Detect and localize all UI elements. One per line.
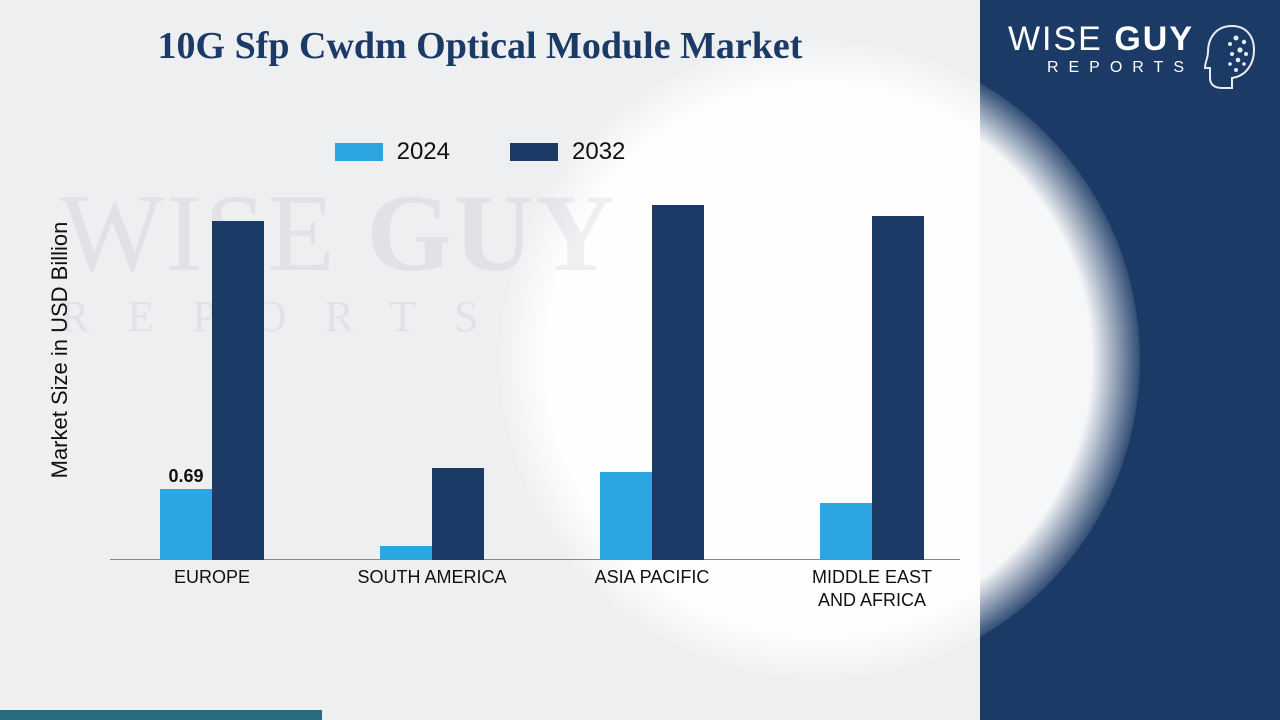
category-label: ASIA PACIFIC — [572, 560, 732, 589]
bar-2032 — [212, 221, 264, 560]
legend-item-2024: 2024 — [335, 138, 450, 166]
logo-text-2: GUY — [1114, 20, 1194, 58]
chart-canvas: WISE GUY REPORTS WISE GUY REPORTS 10G Sf… — [0, 0, 1280, 720]
bar-2024 — [820, 503, 872, 560]
bar-2032 — [432, 468, 484, 561]
brain-head-icon — [1202, 24, 1258, 92]
legend-swatch-2024 — [335, 143, 383, 161]
bar-chart-plot: 0.69EUROPE SOUTH AMERICA ASIA PACIFIC MIDDL… — [110, 190, 960, 560]
legend-item-2032: 2032 — [510, 138, 625, 166]
bar-group: SOUTH AMERICA — [380, 468, 484, 561]
bottom-accent-rule — [0, 710, 322, 720]
bar-2032 — [652, 205, 704, 560]
bar-group: ASIA PACIFIC — [600, 205, 704, 560]
y-axis-label: Market Size in USD Billion — [47, 222, 73, 479]
bar-value-label: 0.69 — [168, 466, 203, 489]
bar-2024 — [600, 472, 652, 560]
logo-text-1: WISE — [1008, 20, 1103, 58]
logo-subtext: REPORTS — [1008, 60, 1194, 76]
legend-swatch-2032 — [510, 143, 558, 161]
bar-group: 0.69EUROPE — [160, 221, 264, 560]
category-label: EUROPE — [132, 560, 292, 589]
chart-title: 10G Sfp Cwdm Optical Module Market — [0, 24, 960, 68]
bar-2032 — [872, 216, 924, 560]
category-label: SOUTH AMERICA — [352, 560, 512, 589]
legend-label-2024: 2024 — [397, 138, 450, 166]
legend-label-2032: 2032 — [572, 138, 625, 166]
brand-side-panel — [980, 0, 1280, 720]
chart-legend: 2024 2032 — [0, 138, 960, 166]
brand-logo: WISE GUY REPORTS — [1008, 22, 1254, 76]
bar-2024 — [380, 546, 432, 560]
category-label: MIDDLE EAST AND AFRICA — [792, 560, 952, 611]
bar-2024: 0.69 — [160, 489, 212, 560]
bar-group: MIDDLE EAST AND AFRICA — [820, 216, 924, 560]
